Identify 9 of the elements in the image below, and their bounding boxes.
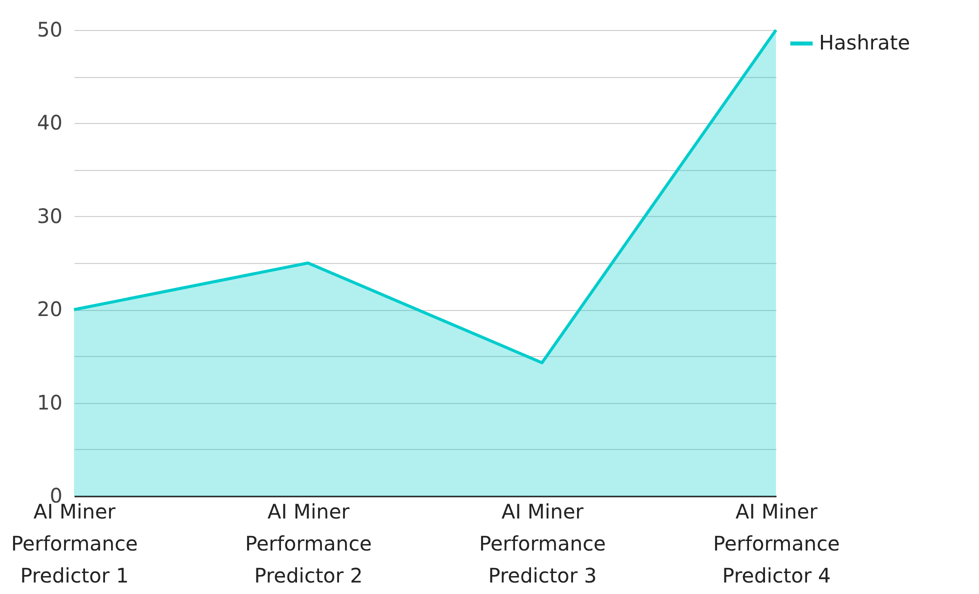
legend-label: Hashrate — [819, 30, 910, 54]
x-tick-label: AI Miner Performance Predictor 2 — [245, 500, 372, 588]
y-tick-label: 40 — [37, 110, 62, 135]
y-tick-label: 50 — [37, 18, 62, 42]
y-tick-label: 10 — [37, 390, 62, 414]
y-tick-label: 30 — [37, 204, 62, 228]
y-tick-label: 20 — [37, 297, 62, 322]
x-tick-label: AI Miner Performance Predictor 4 — [713, 500, 840, 588]
x-tick-label: AI Miner Performance Predictor 3 — [479, 500, 606, 588]
